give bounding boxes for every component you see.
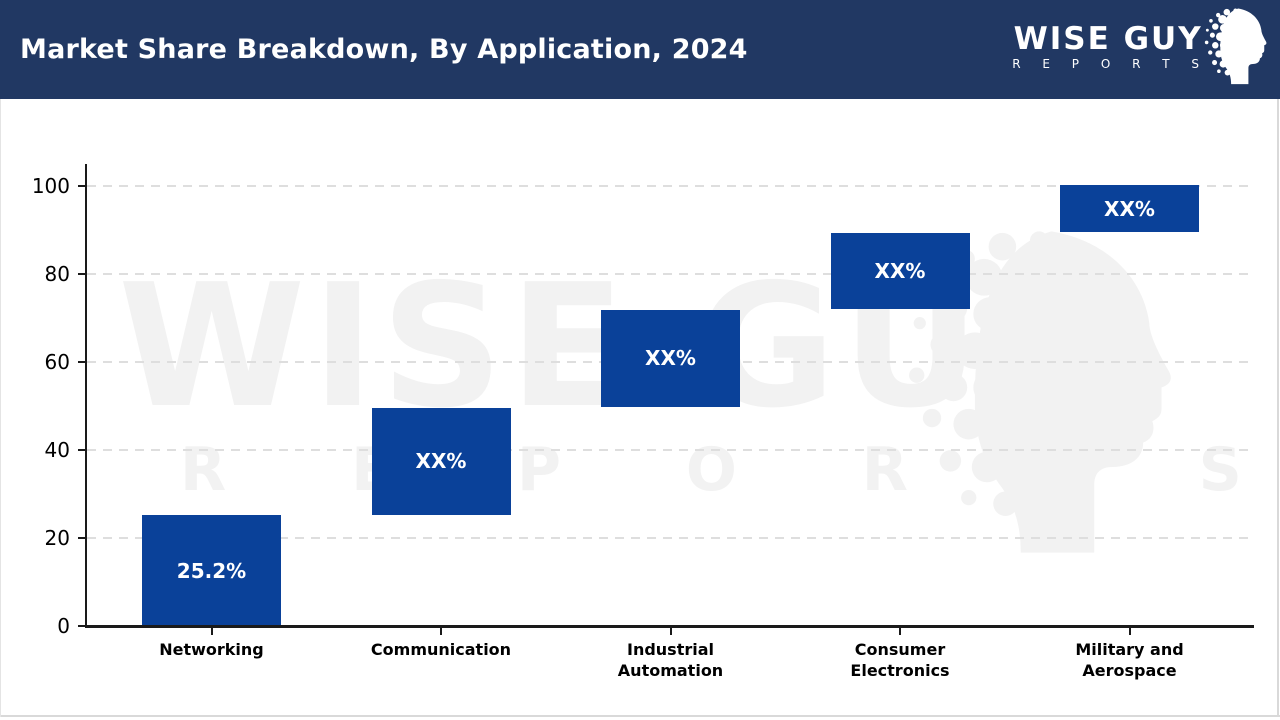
bar-military-and-aerospace: XX% [1060, 185, 1199, 233]
bar-value-label: XX% [415, 449, 467, 474]
x-category-label: Networking [159, 640, 264, 659]
wise-guy-logo: WISE GUY R E P O R T S [1008, 6, 1270, 86]
y-tick-label-20: 20 [44, 526, 70, 550]
gridline-y-100 [87, 185, 1253, 187]
y-tick-60 [78, 361, 86, 363]
y-tick-label-0: 0 [57, 614, 70, 638]
logo-face-icon [1204, 8, 1267, 85]
y-tick-label-40: 40 [44, 438, 70, 462]
x-category-label: Industrial Automation [617, 640, 724, 680]
x-axis-line [85, 625, 1254, 628]
bar-industrial-automation: XX% [601, 310, 740, 407]
y-tick-label-60: 60 [44, 350, 70, 374]
bar-consumer-electronics: XX% [830, 233, 970, 310]
x-tick-1 [440, 628, 442, 635]
logo-subtitle: R E P O R T S [1012, 56, 1208, 71]
gridline-y-80 [87, 273, 1253, 275]
header: Market Share Breakdown, By Application, … [0, 0, 1280, 99]
frame-border-left [0, 99, 1, 717]
watermark-face-icon [909, 231, 1171, 553]
x-category-label: Consumer Electronics [850, 640, 950, 680]
bar-value-label: XX% [645, 346, 696, 371]
logo-wordmark: WISE GUY [1013, 20, 1203, 57]
x-tick-3 [899, 628, 901, 635]
x-tick-2 [669, 628, 672, 635]
y-tick-label-80: 80 [44, 262, 70, 286]
y-tick-20 [78, 537, 86, 539]
gridline-y-20 [87, 537, 1253, 539]
x-tick-4 [1128, 628, 1131, 635]
y-axis-line [85, 164, 87, 628]
chart-title: Market Share Breakdown, By Application, … [20, 34, 748, 65]
y-tick-0 [78, 625, 86, 627]
bar-value-label: XX% [874, 259, 926, 284]
y-tick-label-100: 100 [31, 174, 70, 198]
x-category-label: Communication [370, 640, 512, 659]
logo-text: WISE GUY R E P O R T S [1008, 22, 1208, 71]
y-tick-100 [78, 185, 86, 187]
frame-border-right [1277, 99, 1279, 717]
y-tick-40 [78, 449, 86, 451]
x-category-label: Military and Aerospace [1075, 640, 1184, 680]
y-tick-80 [78, 273, 86, 275]
x-tick-0 [210, 628, 213, 635]
gridline-y-40 [87, 449, 1253, 451]
bar-networking: 25.2% [142, 515, 281, 626]
frame-border-bottom [0, 715, 1280, 717]
bar-value-label: 25.2% [176, 558, 247, 583]
bar-communication: XX% [371, 407, 511, 516]
bar-value-label: XX% [1104, 196, 1155, 221]
